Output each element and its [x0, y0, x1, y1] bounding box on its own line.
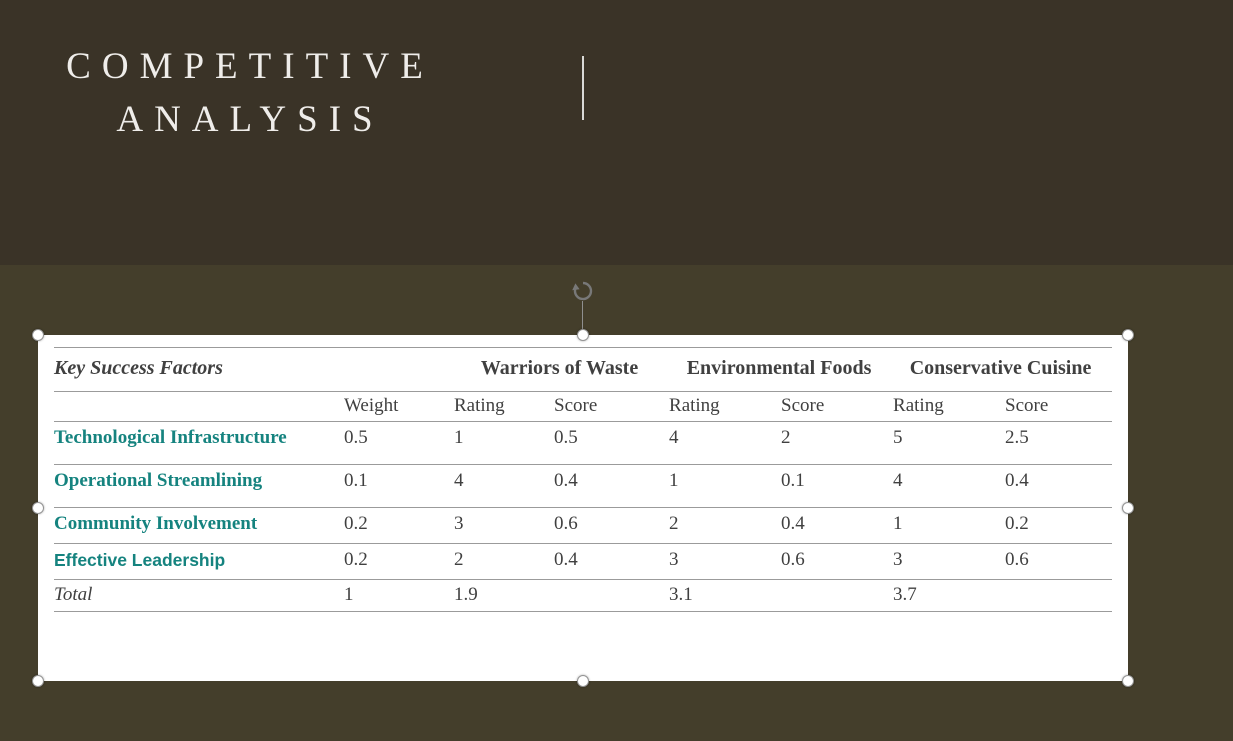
weight-cell[interactable]: 0.5: [344, 427, 368, 448]
competitive-analysis-table-object[interactable]: Key Success Factors Warriors of Waste En…: [32, 281, 1134, 687]
slide-title-line1: COMPETITIVE: [66, 46, 434, 87]
factor-cell[interactable]: Technological Infrastructure: [54, 427, 287, 448]
rating-cell[interactable]: 3: [893, 549, 903, 570]
rating-cell[interactable]: 4: [893, 470, 903, 491]
table-row-community-involvement: Community Involvement 0.2 3 0.6 2 0.4 1 …: [54, 508, 1113, 544]
score-cell[interactable]: 0.1: [781, 470, 805, 491]
subheader-spacer[interactable]: [54, 392, 344, 422]
subheader-rating-2[interactable]: Rating: [669, 395, 720, 416]
table-wrap: Key Success Factors Warriors of Waste En…: [38, 335, 1128, 663]
table-row-effective-leadership: Effective Leadership 0.2 2 0.4 3 0.6 3 0…: [54, 544, 1113, 580]
weight-cell[interactable]: 0.1: [344, 470, 368, 491]
slide-background-top-band: [0, 0, 1233, 265]
text-cursor: [582, 56, 584, 120]
score-cell[interactable]: 0.6: [554, 513, 578, 534]
subheader-rating-3[interactable]: Rating: [893, 395, 944, 416]
total-score-cell-1[interactable]: 1.9: [454, 584, 478, 605]
rating-cell[interactable]: 4: [454, 470, 464, 491]
score-cell[interactable]: 0.4: [1005, 470, 1029, 491]
weight-cell[interactable]: 0.2: [344, 549, 368, 570]
rating-cell[interactable]: 3: [454, 513, 464, 534]
score-cell[interactable]: 2: [781, 427, 791, 448]
total-label-cell[interactable]: Total: [54, 584, 93, 605]
table-row-operational-streamlining: Operational Streamlining 0.1 4 0.4 1 0.1…: [54, 465, 1113, 508]
subheader-weight[interactable]: Weight: [344, 395, 399, 416]
score-cell[interactable]: 0.6: [781, 549, 805, 570]
header-competitor-2[interactable]: Environmental Foods: [686, 357, 872, 379]
table-row-technological-infrastructure: Technological Infrastructure 0.5 1 0.5 4…: [54, 422, 1113, 465]
subheader-score-1[interactable]: Score: [554, 395, 598, 416]
resize-handle-top-center[interactable]: [577, 329, 589, 341]
competitive-analysis-table[interactable]: Key Success Factors Warriors of Waste En…: [54, 347, 1113, 612]
rating-cell[interactable]: 2: [454, 549, 464, 570]
resize-handle-middle-left[interactable]: [32, 502, 44, 514]
factor-cell[interactable]: Operational Streamlining: [54, 470, 263, 491]
score-cell[interactable]: 0.4: [554, 470, 578, 491]
resize-handle-bottom-right[interactable]: [1122, 675, 1134, 687]
header-spacer[interactable]: [344, 348, 454, 392]
rating-cell[interactable]: 4: [669, 427, 679, 448]
factor-cell[interactable]: Community Involvement: [54, 513, 258, 534]
rotate-icon: [572, 281, 593, 301]
subheader-score-3[interactable]: Score: [1005, 395, 1049, 416]
rating-cell[interactable]: 5: [893, 427, 903, 448]
resize-handle-top-left[interactable]: [32, 329, 44, 341]
rating-cell[interactable]: 1: [454, 427, 464, 448]
score-cell[interactable]: 0.4: [781, 513, 805, 534]
resize-handle-bottom-center[interactable]: [577, 675, 589, 687]
rotate-handle[interactable]: [571, 279, 595, 303]
score-cell[interactable]: 0.5: [554, 427, 578, 448]
factor-cell[interactable]: Effective Leadership: [54, 550, 226, 570]
slide-title-textbox[interactable]: COMPETITIVE ANALYSIS: [55, 40, 445, 146]
header-competitor-3[interactable]: Conservative Cuisine: [909, 357, 1092, 379]
resize-handle-bottom-left[interactable]: [32, 675, 44, 687]
score-cell[interactable]: 2.5: [1005, 427, 1029, 448]
score-cell[interactable]: 0.2: [1005, 513, 1029, 534]
total-score-cell-2[interactable]: 3.1: [669, 584, 693, 605]
rating-cell[interactable]: 1: [893, 513, 903, 534]
table-subheader-row: Weight Rating Score Rating Score Rating …: [54, 392, 1113, 422]
rating-cell[interactable]: 1: [669, 470, 679, 491]
subheader-rating-1[interactable]: Rating: [454, 395, 505, 416]
rating-cell[interactable]: 2: [669, 513, 679, 534]
rating-cell[interactable]: 3: [669, 549, 679, 570]
resize-handle-middle-right[interactable]: [1122, 502, 1134, 514]
resize-handle-top-right[interactable]: [1122, 329, 1134, 341]
score-cell[interactable]: 0.4: [554, 549, 578, 570]
header-competitor-1[interactable]: Warriors of Waste: [480, 357, 639, 379]
slide-title-line2: ANALYSIS: [116, 99, 384, 140]
total-score-cell-3[interactable]: 3.7: [893, 584, 917, 605]
table-row-total: Total 1 1.9 3.1 3.7: [54, 580, 1113, 612]
rotate-handle-stem: [582, 301, 583, 331]
header-key-success-factors[interactable]: Key Success Factors: [54, 357, 223, 379]
weight-cell[interactable]: 0.2: [344, 513, 368, 534]
table-header-row: Key Success Factors Warriors of Waste En…: [54, 348, 1113, 392]
score-cell[interactable]: 0.6: [1005, 549, 1029, 570]
subheader-score-2[interactable]: Score: [781, 395, 825, 416]
total-weight-cell[interactable]: 1: [344, 584, 354, 605]
